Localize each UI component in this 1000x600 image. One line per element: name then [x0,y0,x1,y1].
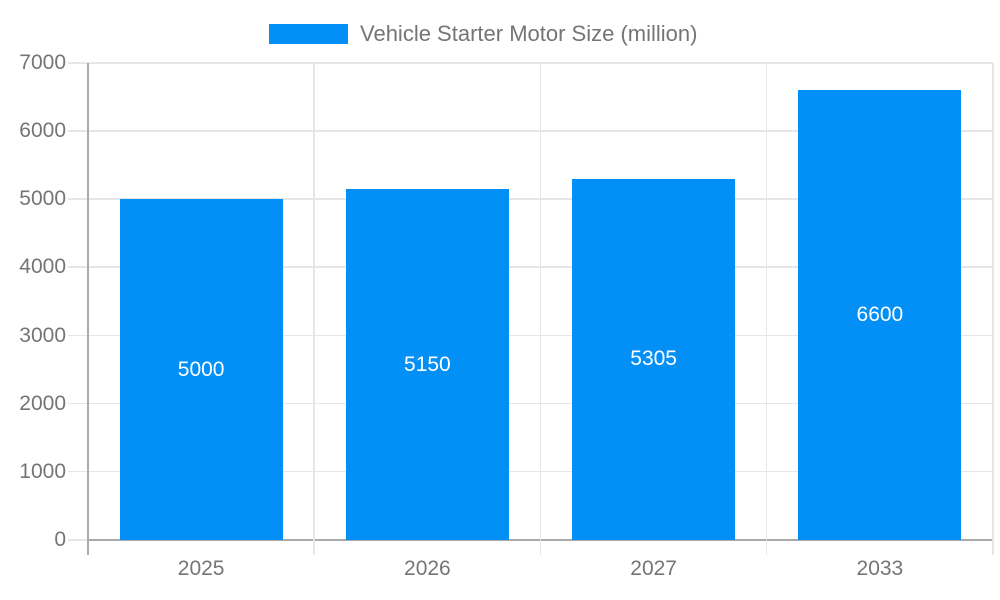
x-axis-tick-label: 2027 [630,557,677,580]
x-axis-tick-label: 2033 [856,557,904,580]
chart-legend: Vehicle Starter Motor Size (million) [269,21,697,47]
y-axis-tick-label: 1000 [19,459,66,483]
y-axis-tick-label: 3000 [19,323,66,347]
y-gridline [68,62,993,64]
x-axis-tick-label: 2025 [177,557,225,580]
y-gridline [68,334,993,337]
x-axis-tick-label: 2026 [404,557,451,580]
bar-value-label: 5000 [177,357,225,381]
y-axis-tick-label: 7000 [19,51,66,74]
bar-2026[interactable] [345,189,509,540]
x-gridline [539,63,541,555]
y-gridline [68,198,993,200]
chart-title: Vehicle Starter Motor Size (million) [360,21,698,46]
legend-swatch [269,24,348,44]
y-gridline [68,130,993,132]
y-axis-tick-label: 6000 [19,119,66,143]
x-gridline [765,63,768,555]
y-axis-tick-label: 4000 [19,255,66,279]
x-gridline [313,63,315,555]
bar-value-label: 6600 [856,303,904,327]
bar-value-label: 5305 [630,347,677,371]
y-axis-tick-label: 2000 [19,391,66,415]
y-axis-tick-label: 5000 [19,187,66,211]
x-axis-tick-stub [68,539,88,541]
y-gridline [68,402,993,405]
y-gridline [68,266,993,268]
y-gridline [68,470,993,473]
y-axis-tick-label: 0 [54,528,66,551]
plot-right-border [992,63,994,555]
bar-value-label: 5150 [404,352,451,376]
y-axis-line [87,63,89,555]
bar-2033[interactable] [798,90,962,540]
bar-2025[interactable] [119,199,283,540]
bar-2027[interactable] [572,178,736,540]
